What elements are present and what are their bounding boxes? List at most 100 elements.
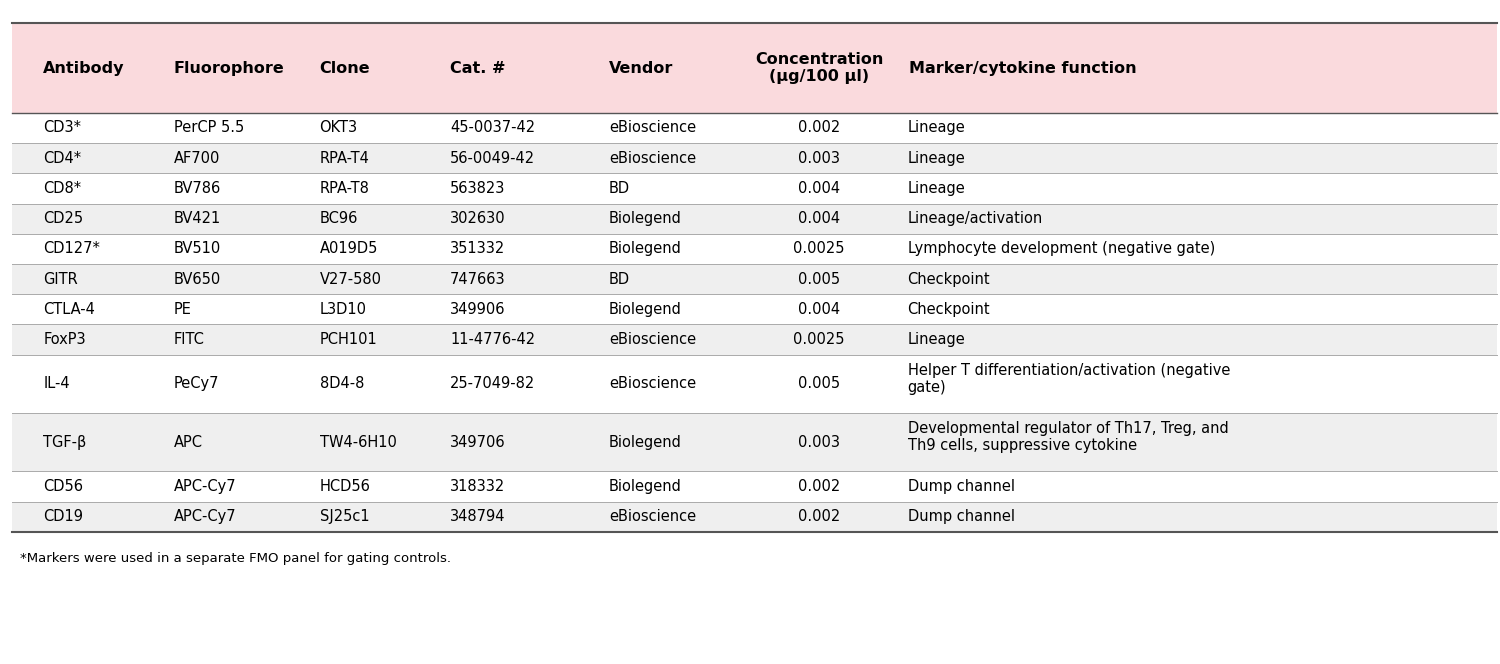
Bar — [12, 23, 1497, 113]
Text: eBioscience: eBioscience — [609, 151, 696, 166]
Text: OKT3: OKT3 — [320, 120, 357, 135]
Text: CD19: CD19 — [44, 509, 84, 525]
Text: Checkpoint: Checkpoint — [908, 272, 990, 287]
Text: APC-Cy7: APC-Cy7 — [174, 509, 237, 525]
Text: SJ25c1: SJ25c1 — [320, 509, 369, 525]
Text: Dump channel: Dump channel — [908, 479, 1014, 494]
Text: Vendor: Vendor — [609, 60, 674, 76]
Text: 0.005: 0.005 — [798, 376, 840, 391]
Text: TW4-6H10: TW4-6H10 — [320, 435, 396, 450]
Text: 747663: 747663 — [450, 272, 506, 287]
Text: Lineage/activation: Lineage/activation — [908, 211, 1042, 226]
Bar — [12, 294, 1497, 324]
Bar — [12, 355, 1497, 413]
Text: eBioscience: eBioscience — [609, 509, 696, 525]
Text: 0.0025: 0.0025 — [794, 332, 844, 347]
Bar — [12, 471, 1497, 501]
Text: 0.003: 0.003 — [798, 435, 840, 450]
Text: AF700: AF700 — [174, 151, 220, 166]
Text: Biolegend: Biolegend — [609, 435, 682, 450]
Text: IL-4: IL-4 — [44, 376, 70, 391]
Text: APC: APC — [174, 435, 202, 450]
Text: 56-0049-42: 56-0049-42 — [450, 151, 536, 166]
Text: FoxP3: FoxP3 — [44, 332, 86, 347]
Text: eBioscience: eBioscience — [609, 120, 696, 135]
Text: CTLA-4: CTLA-4 — [44, 301, 94, 317]
Text: Biolegend: Biolegend — [609, 479, 682, 494]
Text: Helper T differentiation/activation (negative
gate): Helper T differentiation/activation (neg… — [908, 363, 1230, 395]
Text: CD56: CD56 — [44, 479, 84, 494]
Text: CD3*: CD3* — [44, 120, 81, 135]
Text: 348794: 348794 — [450, 509, 506, 525]
Text: BD: BD — [609, 181, 630, 196]
Text: CD25: CD25 — [44, 211, 84, 226]
Text: APC-Cy7: APC-Cy7 — [174, 479, 237, 494]
Bar — [12, 113, 1497, 143]
Text: BV510: BV510 — [174, 241, 220, 256]
Text: A019D5: A019D5 — [320, 241, 378, 256]
Text: 0.004: 0.004 — [798, 181, 840, 196]
Text: Lineage: Lineage — [908, 120, 966, 135]
Bar — [12, 173, 1497, 203]
Text: 0.005: 0.005 — [798, 272, 840, 287]
Text: Fluorophore: Fluorophore — [174, 60, 285, 76]
Bar — [12, 501, 1497, 532]
Text: CD4*: CD4* — [44, 151, 81, 166]
Text: 0.004: 0.004 — [798, 301, 840, 317]
Text: *Markers were used in a separate FMO panel for gating controls.: *Markers were used in a separate FMO pan… — [20, 552, 450, 565]
Text: PerCP 5.5: PerCP 5.5 — [174, 120, 244, 135]
Text: 0.003: 0.003 — [798, 151, 840, 166]
Text: L3D10: L3D10 — [320, 301, 366, 317]
Bar — [12, 234, 1497, 264]
Text: Biolegend: Biolegend — [609, 241, 682, 256]
Text: V27-580: V27-580 — [320, 272, 381, 287]
Text: eBioscience: eBioscience — [609, 332, 696, 347]
Text: Developmental regulator of Th17, Treg, and
Th9 cells, suppressive cytokine: Developmental regulator of Th17, Treg, a… — [908, 421, 1228, 454]
Text: 351332: 351332 — [450, 241, 506, 256]
Bar — [12, 264, 1497, 294]
Text: RPA-T4: RPA-T4 — [320, 151, 369, 166]
Bar — [12, 324, 1497, 355]
Bar — [12, 203, 1497, 234]
Text: Antibody: Antibody — [44, 60, 125, 76]
Text: 11-4776-42: 11-4776-42 — [450, 332, 536, 347]
Text: Marker/cytokine function: Marker/cytokine function — [909, 60, 1137, 76]
Text: 45-0037-42: 45-0037-42 — [450, 120, 536, 135]
Text: 0.002: 0.002 — [798, 509, 840, 525]
Text: RPA-T8: RPA-T8 — [320, 181, 369, 196]
Text: Lineage: Lineage — [908, 181, 966, 196]
Text: Lineage: Lineage — [908, 151, 966, 166]
Text: CD127*: CD127* — [44, 241, 100, 256]
Text: 349906: 349906 — [450, 301, 506, 317]
Text: 0.0025: 0.0025 — [794, 241, 844, 256]
Text: BV421: BV421 — [174, 211, 220, 226]
Text: Cat. #: Cat. # — [450, 60, 506, 76]
Text: Biolegend: Biolegend — [609, 301, 682, 317]
Text: Lineage: Lineage — [908, 332, 966, 347]
Text: 8D4-8: 8D4-8 — [320, 376, 364, 391]
Text: GITR: GITR — [44, 272, 78, 287]
Text: 0.002: 0.002 — [798, 120, 840, 135]
Text: Dump channel: Dump channel — [908, 509, 1014, 525]
Text: eBioscience: eBioscience — [609, 376, 696, 391]
Text: Clone: Clone — [320, 60, 370, 76]
Text: 563823: 563823 — [450, 181, 506, 196]
Text: CD8*: CD8* — [44, 181, 81, 196]
Text: FITC: FITC — [174, 332, 206, 347]
Bar — [12, 413, 1497, 471]
Text: 302630: 302630 — [450, 211, 506, 226]
Text: Biolegend: Biolegend — [609, 211, 682, 226]
Text: TGF-β: TGF-β — [44, 435, 87, 450]
Text: 318332: 318332 — [450, 479, 506, 494]
Text: BC96: BC96 — [320, 211, 358, 226]
Text: BD: BD — [609, 272, 630, 287]
Text: 0.002: 0.002 — [798, 479, 840, 494]
Bar — [12, 143, 1497, 173]
Text: PCH101: PCH101 — [320, 332, 378, 347]
Text: Concentration
(μg/100 μl): Concentration (μg/100 μl) — [754, 52, 884, 84]
Text: 349706: 349706 — [450, 435, 506, 450]
Text: Checkpoint: Checkpoint — [908, 301, 990, 317]
Text: BV786: BV786 — [174, 181, 220, 196]
Text: 0.004: 0.004 — [798, 211, 840, 226]
Text: HCD56: HCD56 — [320, 479, 370, 494]
